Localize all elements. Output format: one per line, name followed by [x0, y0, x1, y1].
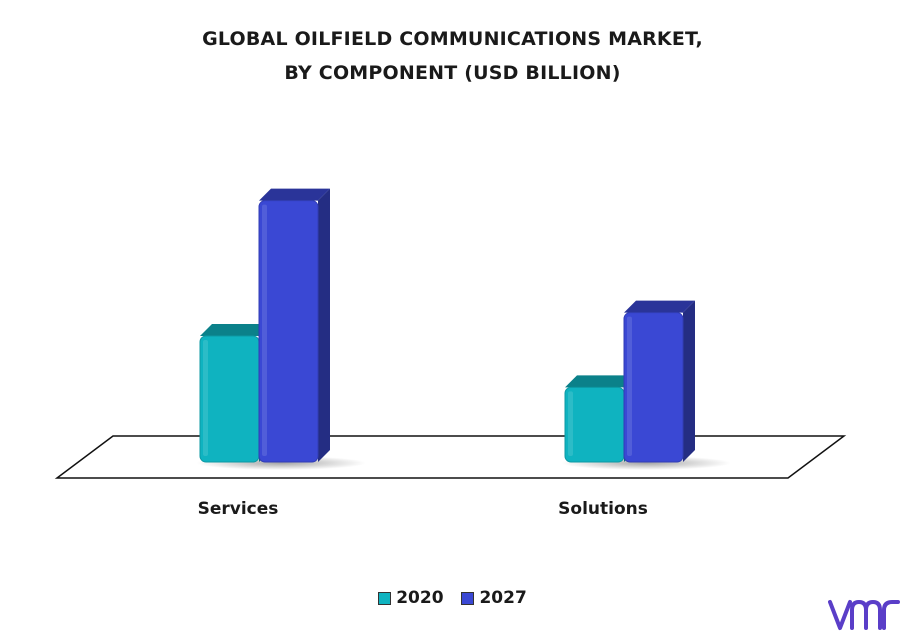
bars-layer	[196, 188, 731, 470]
chart-title: GLOBAL OILFIELD COMMUNICATIONS MARKET, B…	[0, 22, 905, 90]
legend-swatch-2027	[461, 591, 475, 605]
bar-highlight-services-2020	[203, 340, 208, 456]
legend-item-2027: 2027	[461, 588, 527, 608]
bar-side-solutions-2027	[683, 300, 695, 462]
legend-label-2020: 2020	[396, 588, 444, 608]
category-label-services: Services	[198, 499, 279, 519]
bar-side-services-2027	[318, 188, 330, 462]
bar-front-services-2020	[199, 335, 260, 463]
category-label-solutions: Solutions	[558, 499, 648, 519]
chart-title-line1: GLOBAL OILFIELD COMMUNICATIONS MARKET,	[202, 28, 703, 50]
bar-front-services-2027	[258, 200, 319, 463]
bar-top-services-2027	[259, 188, 330, 201]
bar-front-solutions-2027	[623, 312, 684, 463]
chart-legend: 2020 2027	[0, 588, 905, 610]
bar-highlight-solutions-2027	[627, 316, 632, 456]
bar-front-solutions-2020	[564, 386, 625, 463]
legend-item-2020: 2020	[378, 588, 444, 608]
bar-top-solutions-2027	[624, 300, 695, 313]
bar-top-services-2020	[200, 324, 271, 336]
bar-highlight-solutions-2020	[568, 391, 573, 456]
vmr-logo-icon	[828, 600, 900, 630]
chart-title-line2: BY COMPONENT (USD BILLION)	[284, 62, 621, 84]
bar-top-solutions-2020	[565, 375, 636, 388]
legend-label-2027: 2027	[479, 588, 527, 608]
bar-services-2027	[258, 188, 330, 463]
legend-swatch-2020	[378, 591, 392, 605]
bar-highlight-services-2027	[262, 204, 267, 456]
bar-solutions-2027	[623, 300, 695, 463]
chart-floor	[54, 435, 847, 479]
